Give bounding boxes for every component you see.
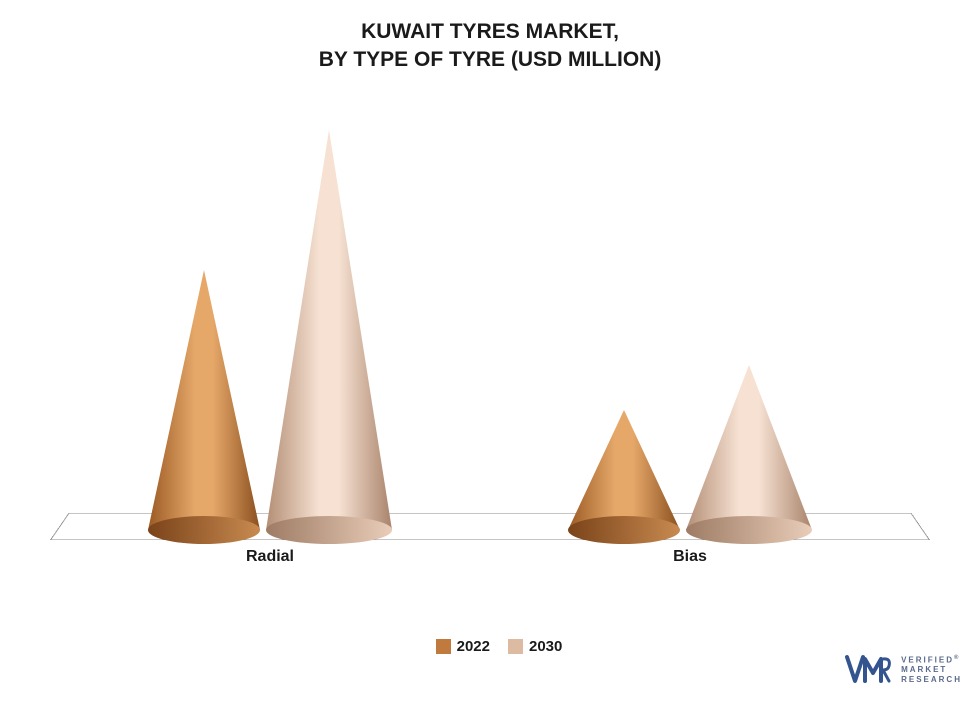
cone	[266, 130, 392, 530]
watermark-text: VERIFIED® MARKET RESEARCH	[901, 655, 962, 686]
cone-base	[266, 516, 392, 544]
cone-base	[686, 516, 812, 544]
title-line-2: BY TYPE OF TYRE (USD MILLION)	[0, 46, 980, 74]
title-line-1: KUWAIT TYRES MARKET,	[0, 18, 980, 46]
wm-line2: MARKET	[901, 665, 962, 675]
cone	[686, 365, 812, 530]
cone	[568, 410, 680, 530]
chart-title: KUWAIT TYRES MARKET, BY TYPE OF TYRE (US…	[0, 0, 980, 75]
wm-registered: ®	[954, 655, 958, 661]
cone-base	[148, 516, 260, 544]
cone	[148, 270, 260, 530]
legend-label: 2030	[529, 638, 562, 655]
legend-label: 2022	[457, 638, 490, 655]
category-label: Radial	[170, 548, 370, 566]
wm-line3: RESEARCH	[901, 675, 962, 685]
category-label: Bias	[590, 548, 790, 566]
wm-line1: VERIFIED	[901, 655, 954, 664]
legend: 2022 2030	[0, 637, 980, 655]
legend-swatch	[436, 639, 451, 654]
vm-logo-icon	[845, 653, 893, 687]
chart-area: Radial Bias	[50, 120, 930, 580]
legend-swatch	[508, 639, 523, 654]
watermark-logo: VERIFIED® MARKET RESEARCH	[845, 653, 962, 687]
cone-base	[568, 516, 680, 544]
